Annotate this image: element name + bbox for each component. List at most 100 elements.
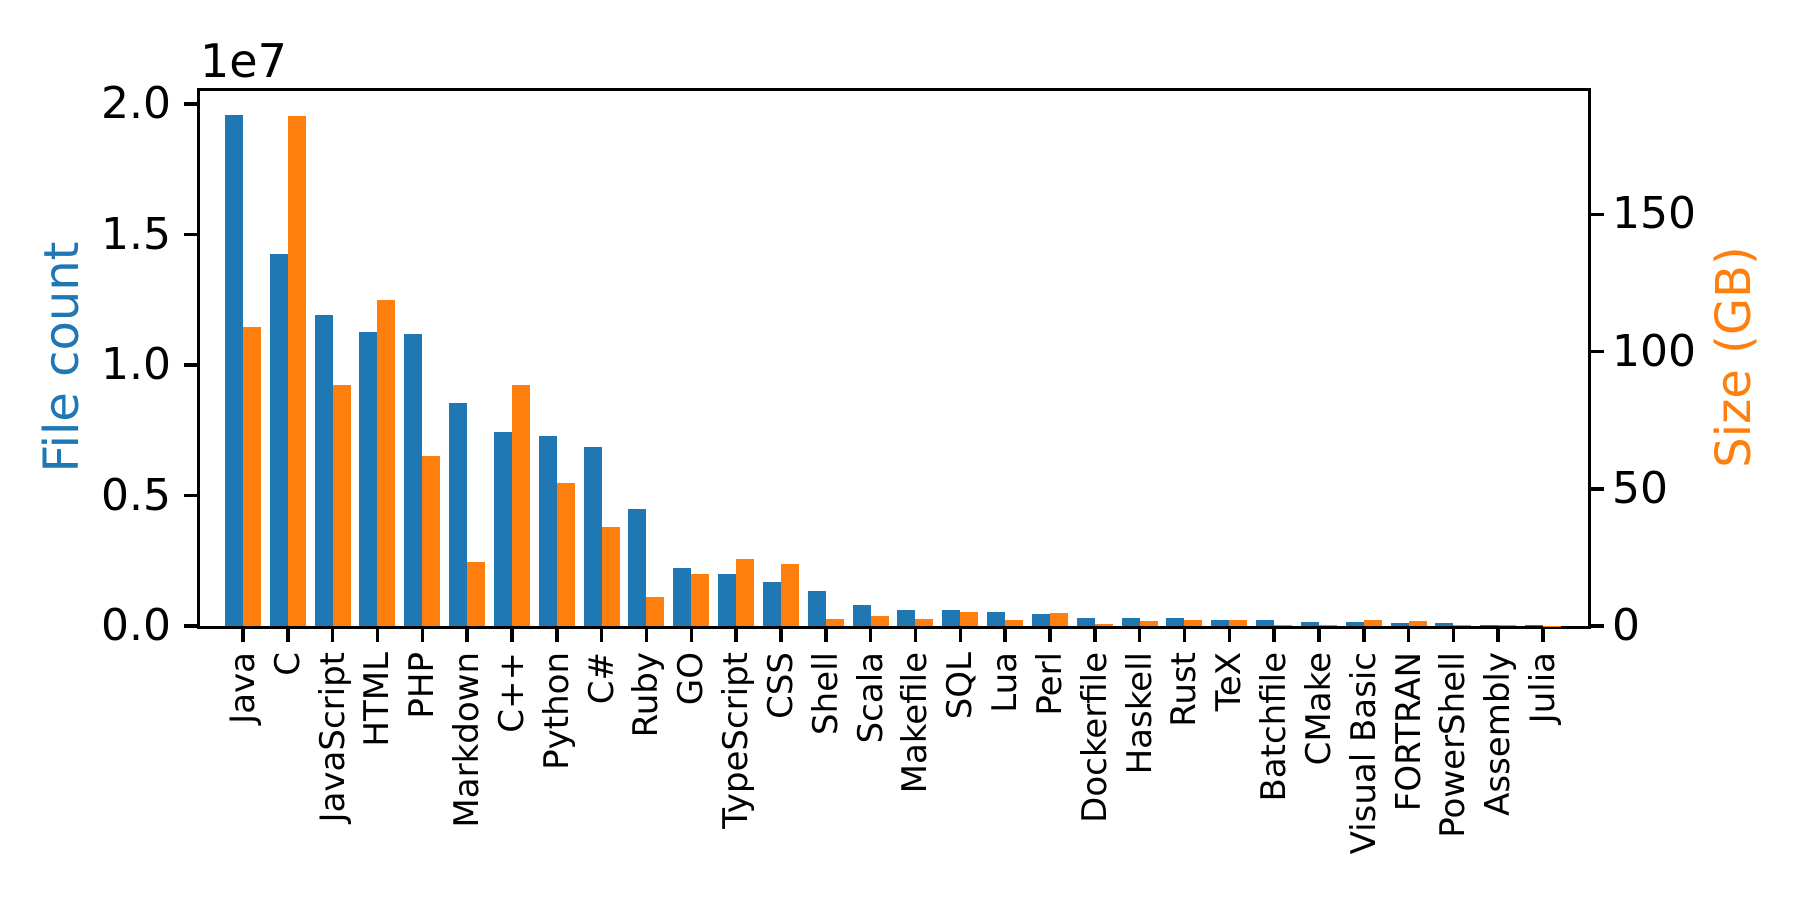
x-axis-tick	[599, 629, 604, 642]
x-axis-tick-label-text: HTML	[357, 652, 398, 747]
bar-file-count	[225, 114, 243, 626]
x-axis-tick-label-text: Julia	[1523, 652, 1564, 724]
bar-file-count	[1525, 625, 1544, 626]
bar-size-gb	[825, 618, 844, 626]
bar-size-gb	[736, 558, 755, 626]
bar-size-gb	[1318, 625, 1337, 626]
bar-size-gb	[1005, 619, 1024, 626]
x-axis-tick-label-text: SQL	[940, 652, 981, 720]
y-axis-tick-label-right: 150	[1612, 188, 1696, 240]
bar-file-count	[852, 605, 871, 626]
bar-file-count	[1211, 620, 1230, 626]
x-axis-tick-label-text: Ruby	[626, 652, 667, 738]
x-axis-tick	[1451, 629, 1456, 642]
x-axis-tick-label: Lua	[981, 652, 1029, 713]
x-axis-tick-label: TypeScript	[712, 652, 760, 829]
bar-file-count	[449, 402, 468, 626]
x-axis-tick	[1093, 629, 1097, 642]
x-axis-tick	[465, 629, 469, 642]
x-axis-tick-label: Scala	[847, 652, 895, 743]
x-axis-tick-label-text: C	[267, 652, 308, 676]
x-axis-tick-label-text: CMake	[1298, 652, 1339, 766]
x-axis-tick-label-text: Shell	[805, 652, 846, 735]
x-axis-tick-label: CMake	[1295, 652, 1343, 765]
bar-file-count	[1166, 617, 1185, 626]
x-axis-tick-label: SQL	[936, 652, 984, 719]
x-axis-tick-label: Makefile	[891, 652, 939, 793]
x-axis-tick-label-text: C#	[581, 652, 622, 705]
y-axis-tick-left	[184, 363, 197, 367]
x-axis-tick-label: C	[264, 652, 312, 676]
y-axis-tick-right	[1591, 624, 1604, 628]
x-axis-tick	[375, 629, 380, 642]
x-axis-tick	[779, 629, 783, 642]
x-axis-tick-label: Dockerfile	[1071, 652, 1119, 823]
bar-file-count	[987, 611, 1006, 626]
x-axis-tick-label: Markdown	[443, 652, 491, 828]
bar-size-gb	[1139, 621, 1158, 626]
x-axis-tick-label-text: Python	[536, 652, 577, 770]
x-axis-tick-label-text: Scala	[850, 652, 891, 744]
bar-size-gb	[1094, 624, 1113, 626]
y-axis-tick-label-right: 50	[1612, 462, 1668, 514]
x-axis-tick	[1003, 629, 1007, 642]
x-axis-tick-label-text: Assembly	[1478, 652, 1519, 816]
x-axis-tick-label-text: PowerShell	[1433, 652, 1474, 838]
x-axis-tick-label: PowerShell	[1429, 652, 1477, 838]
x-axis-tick-label-text: Java	[223, 652, 263, 724]
x-axis-tick-label: HTML	[353, 652, 401, 747]
bar-size-gb	[780, 564, 799, 626]
x-axis-tick-label-text: PHP	[402, 652, 443, 719]
x-axis-tick-label-text: JavaScript	[312, 652, 353, 823]
x-axis-tick-label: JavaScript	[309, 652, 357, 822]
bar-size-gb	[511, 384, 530, 626]
bar-file-count	[1256, 620, 1275, 626]
x-axis-tick-label: GO	[667, 652, 715, 705]
x-axis-tick-label: Visual Basic	[1340, 652, 1388, 854]
bar-size-gb	[1229, 619, 1248, 626]
bar-file-count	[1435, 622, 1454, 626]
bar-size-gb	[1184, 619, 1203, 626]
x-axis-tick	[330, 629, 335, 642]
x-axis-tick-label-text: FORTRAN	[1388, 652, 1429, 812]
bar-size-gb	[915, 618, 934, 626]
bar-size-gb	[1274, 625, 1293, 626]
x-axis-tick	[1182, 629, 1187, 642]
y-axis-title-right: Size (GB)	[1706, 246, 1762, 582]
x-axis-tick-label: Haskell	[1116, 652, 1164, 774]
bar-file-count	[942, 609, 961, 626]
y-axis-tick-right	[1591, 487, 1604, 491]
x-axis-tick-label: C++	[488, 652, 536, 733]
bar-file-count	[583, 446, 602, 626]
y-axis-offset-label: 1e7	[200, 34, 287, 88]
x-axis-tick-label-text: Batchfile	[1254, 652, 1295, 802]
bar-size-gb	[1049, 613, 1068, 626]
bar-size-gb	[646, 597, 665, 626]
x-axis-tick-label: Julia	[1519, 652, 1567, 723]
bar-file-count	[807, 590, 826, 626]
x-axis-tick-label-text: CSS	[760, 652, 801, 719]
bar-file-count	[1345, 622, 1364, 626]
x-axis-tick-label: PHP	[398, 652, 446, 719]
x-axis-tick-label: FORTRAN	[1385, 652, 1433, 811]
x-axis-tick	[824, 629, 828, 642]
x-axis-tick	[1137, 629, 1142, 642]
bar-size-gb	[467, 561, 486, 626]
y-axis-tick-label-left: 0.5	[101, 469, 171, 521]
x-axis-tick-label-text: TypeScript	[716, 652, 757, 829]
bar-size-gb	[243, 326, 261, 626]
plot-area	[197, 88, 1591, 629]
bar-file-count	[269, 254, 288, 626]
x-axis-tick-label-text: Perl	[1029, 652, 1070, 716]
x-axis-tick-label: Rust	[1160, 652, 1208, 727]
bar-file-count	[1076, 618, 1095, 626]
x-axis-tick	[1272, 629, 1276, 642]
bar-size-gb	[287, 115, 306, 626]
y-axis-tick-left	[184, 102, 197, 106]
y-axis-tick-left	[184, 493, 197, 498]
bar-file-count	[359, 332, 378, 626]
x-axis-tick-label-text: Markdown	[447, 652, 488, 828]
y-axis-tick-right	[1591, 212, 1604, 217]
x-axis-tick	[644, 629, 649, 642]
